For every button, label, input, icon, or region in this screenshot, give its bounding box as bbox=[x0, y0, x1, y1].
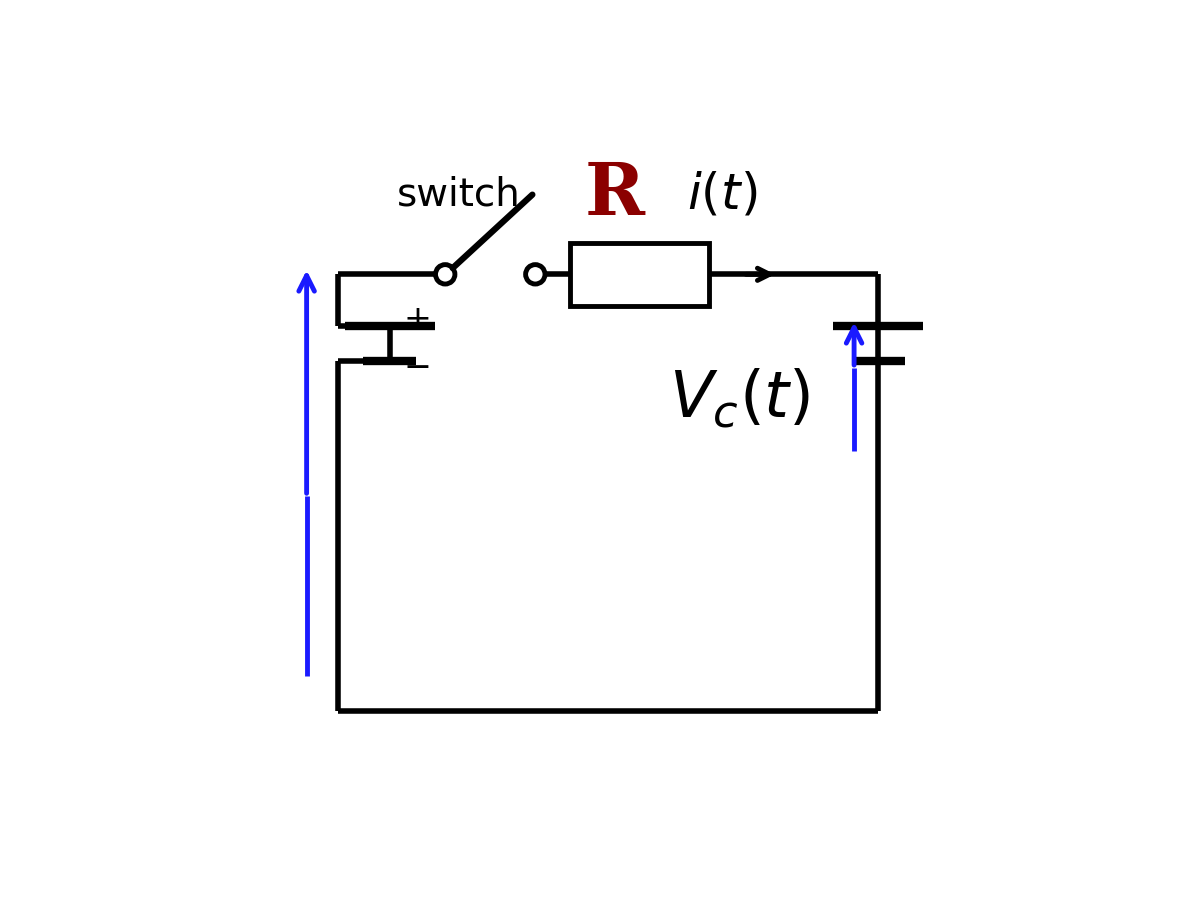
Bar bbox=[570, 243, 708, 305]
Text: switch: switch bbox=[397, 176, 521, 213]
Text: $i(t)$: $i(t)$ bbox=[688, 170, 757, 220]
Text: +: + bbox=[403, 303, 432, 336]
Text: −: − bbox=[403, 351, 432, 384]
Text: $V_c(t)$: $V_c(t)$ bbox=[670, 367, 810, 431]
Text: R: R bbox=[586, 159, 646, 230]
